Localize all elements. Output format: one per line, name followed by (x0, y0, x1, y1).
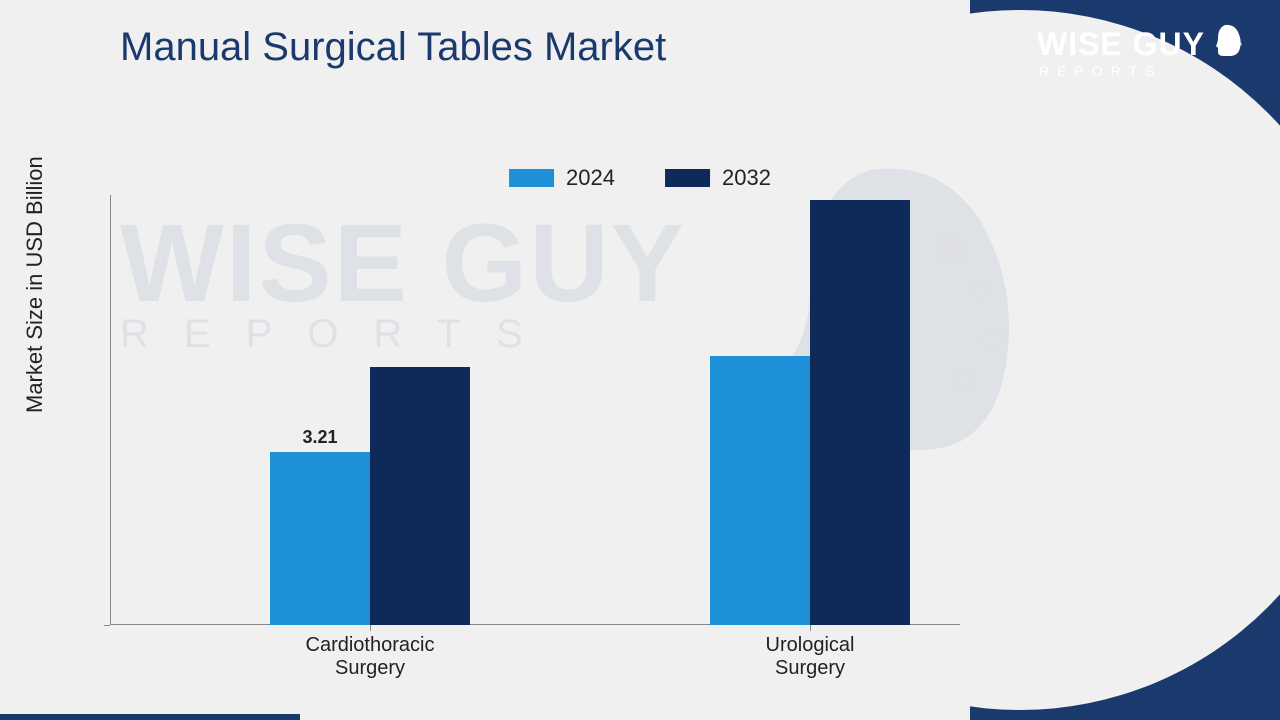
legend: 2024 2032 (509, 165, 771, 191)
head-silhouette-icon (1210, 20, 1250, 68)
bar-group-0: 3.21CardiothoracicSurgery (270, 367, 470, 625)
category-label: CardiothoracicSurgery (270, 634, 470, 680)
bar-2024-1 (710, 356, 810, 625)
bar-2024-0: 3.21 (270, 452, 370, 625)
y-axis-label: Market Size in USD Billion (22, 156, 48, 413)
y-tick-origin (104, 625, 110, 626)
legend-item-2024: 2024 (509, 165, 615, 191)
legend-swatch-2024 (509, 169, 554, 187)
category-label: UrologicalSurgery (710, 634, 910, 680)
logo-wiseguy: WISE GUY (1037, 26, 1205, 63)
bottom-accent-bar (0, 714, 300, 720)
legend-item-2032: 2032 (665, 165, 771, 191)
chart-title: Manual Surgical Tables Market (120, 25, 666, 70)
plot-area: 3.21CardiothoracicSurgery UrologicalSurge… (110, 195, 960, 625)
legend-swatch-2032 (665, 169, 710, 187)
legend-label-2032: 2032 (722, 165, 771, 191)
x-tick (810, 625, 811, 631)
logo-main-text: WISE GUY (1037, 20, 1250, 68)
x-tick (370, 625, 371, 631)
bar-2032-1 (810, 200, 910, 625)
bar-group-1: UrologicalSurgery (710, 200, 910, 625)
legend-label-2024: 2024 (566, 165, 615, 191)
bar-value-label: 3.21 (302, 427, 337, 448)
y-axis-line (110, 195, 111, 625)
brand-logo: WISE GUY REPORTS (1037, 20, 1250, 79)
bar-2032-0 (370, 367, 470, 625)
